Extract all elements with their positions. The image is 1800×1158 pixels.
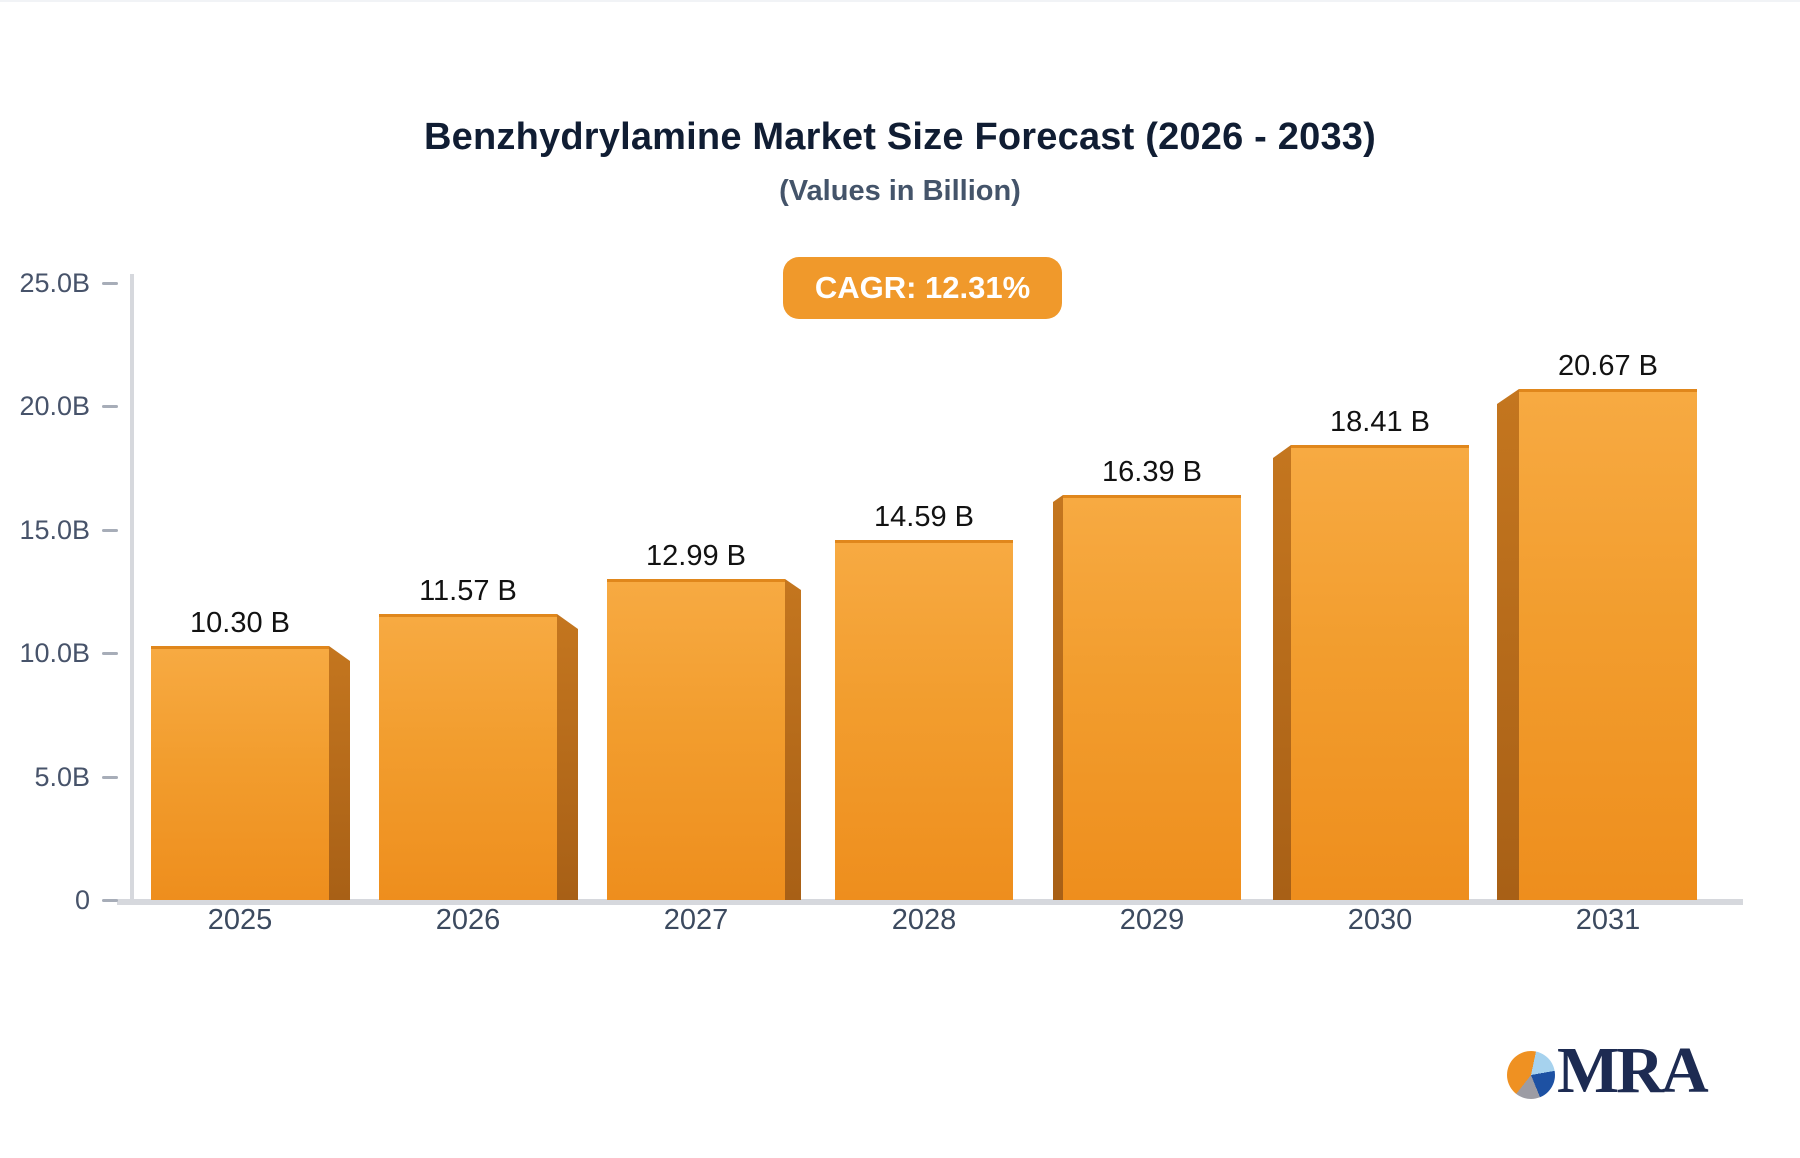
y-tick-mark-5.0B [102,775,118,779]
cagr-badge: CAGR: 12.31% [783,257,1062,319]
bar-value-label-2031: 20.67 B [1558,350,1658,382]
pie-chart-logo-icon [1507,1051,1555,1099]
bar-value-label-2027: 12.99 B [646,540,746,572]
y-tick-mark-20.0B [102,405,118,408]
x-axis-label-2028: 2028 [891,904,957,936]
x-axis-label-2026: 2026 [435,904,501,936]
bar-2028[interactable] [835,540,1013,900]
bar-2030[interactable] [1291,445,1469,900]
y-tick-mark-15.0B [102,528,118,532]
y-tick-label-15.0B: 15.0B [19,514,90,545]
bar-value-label-2026: 11.57 B [419,575,517,607]
x-axis-line [117,899,1743,905]
y-tick-label-20.0B: 20.0B [19,391,90,421]
logo-mark: MRA [1507,1034,1709,1107]
x-axis-label-2030: 2030 [1347,904,1413,936]
x-axis-label-2031: 2031 [1575,904,1641,936]
bar-value-label-2028: 14.59 B [874,501,974,533]
bar-2025[interactable] [151,646,329,900]
chart-subtitle: (Values in Billion) [779,175,1021,207]
y-tick-mark-10.0B [102,652,118,655]
y-tick-label-10.0B: 10.0B [19,638,90,668]
y-tick-mark-0 [102,899,118,902]
bar-value-label-2029: 16.39 B [1102,456,1202,488]
y-tick-label-5.0B: 5.0B [34,761,90,792]
bar-side-2026 [557,614,578,900]
bar-side-2030 [1273,445,1291,900]
x-axis-label-2029: 2029 [1119,904,1185,936]
logo-text: MRA [1557,1034,1709,1107]
x-axis-label-2027: 2027 [663,904,729,936]
bar-2031[interactable] [1519,389,1697,900]
x-axis-label-2025: 2025 [207,904,273,936]
chart-title: Benzhydrylamine Market Size Forecast (20… [424,116,1376,158]
bar-side-2031 [1497,389,1519,900]
bar-side-2025 [329,646,350,900]
bar-value-label-2025: 10.30 B [190,607,290,639]
bar-value-label-2030: 18.41 B [1330,406,1430,438]
bar-2026[interactable] [379,614,557,900]
bar-side-2027 [785,579,801,900]
y-tick-mark-25.0B [102,281,118,285]
bar-2029[interactable] [1063,495,1241,900]
bar-2027[interactable] [607,579,785,900]
y-tick-label-25.0B: 25.0B [19,267,90,298]
y-tick-label-0: 0 [74,885,90,915]
bar-side-2029 [1053,495,1063,900]
y-axis-line [130,274,134,905]
